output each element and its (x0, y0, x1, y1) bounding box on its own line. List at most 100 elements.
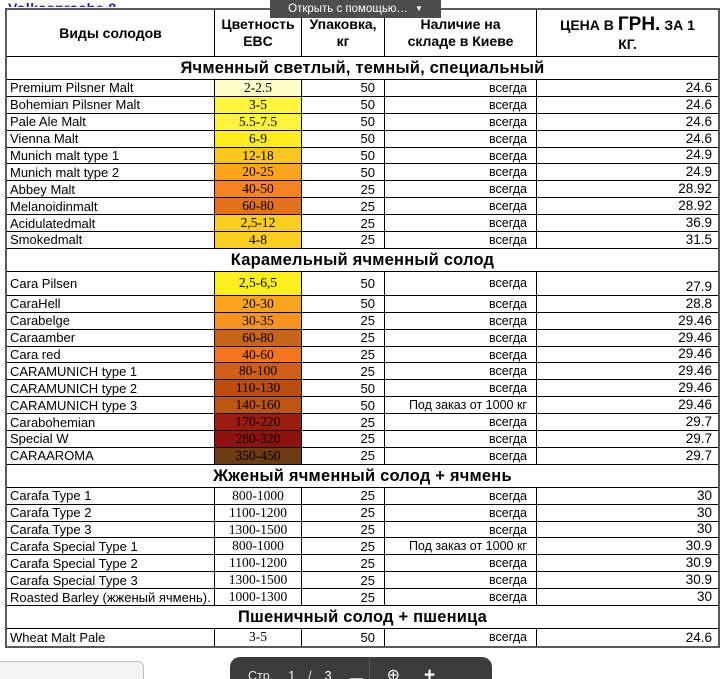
table-row: CaraHell 20-30 50 всегда 28.8 (7, 295, 718, 313)
price-cell: 28.92 (537, 181, 718, 197)
ebc-color-cell: 110-130 (215, 380, 302, 397)
page-separator: / (308, 669, 312, 679)
malt-name-cell: Melanoidinmalt (7, 198, 215, 215)
malt-name: CARAAROMA (10, 448, 94, 464)
malt-name-cell: Munich malt type 1 (7, 147, 215, 164)
price-value: 28.92 (678, 181, 712, 197)
stock-cell: Под заказ от 1000 кг (385, 397, 537, 414)
price-value: 27.9 (685, 278, 712, 294)
packaging-cell: 50 (302, 397, 385, 414)
stock-cell: всегда (385, 113, 537, 130)
price-cell: 24.6 (537, 114, 718, 130)
malt-name: Special W (10, 431, 69, 447)
stock-cell: всегда (385, 130, 537, 147)
pack-value: 50 (360, 97, 375, 113)
price-cell: 29.46 (537, 380, 718, 396)
price-value: 24.6 (685, 96, 712, 112)
stock-value: всегда (489, 364, 527, 379)
ebc-color-cell: 30-35 (215, 312, 302, 329)
open-with-button[interactable]: Открыть с помощью… ▼ (270, 0, 441, 18)
stock-cell: всегда (385, 363, 537, 380)
stock-value: всегда (489, 431, 527, 446)
malt-name: Bohemian Pilsner Malt (10, 97, 141, 113)
stock-value: всегда (489, 330, 527, 345)
malt-name: Caraamber (10, 330, 76, 346)
malt-name-cell: Bohemian Pilsner Malt (7, 96, 215, 113)
pack-value: 50 (360, 148, 375, 163)
table-row: Carabelge 30-35 25 всегда 29.46 (7, 312, 718, 330)
table-row: Melanoidinmalt 60-80 25 всегда 28.92 (7, 198, 718, 216)
zoom-reset-icon[interactable]: ⊕ (386, 666, 400, 679)
stock-value: Под заказ от 1000 кг (408, 398, 527, 413)
malt-name-cell: Vienna Malt (7, 130, 215, 147)
malt-name: Munich malt type 1 (10, 148, 120, 163)
ebc-value: 4-8 (249, 232, 267, 247)
malt-name-cell: Carafa Type 2 (7, 504, 215, 521)
price-cell: 30 (537, 589, 718, 605)
pdf-viewer-toolbar: Стр. 1 / 3 ⊕ + (230, 657, 492, 679)
ebc-color-cell: 20-25 (215, 164, 302, 181)
malt-name-cell: Cara red (7, 346, 215, 363)
ebc-color-cell: 6-9 (215, 130, 302, 147)
price-cell: 24.6 (537, 629, 718, 646)
col-header-stock: Наличие на складе в Киеве (385, 10, 537, 56)
table-row: Special W 280-320 25 всегда 29.7 (7, 431, 718, 448)
malt-name: Cara Pilsen (10, 275, 78, 291)
malt-name-cell: Carafa Type 3 (7, 521, 215, 538)
malt-name: CARAMUNICH type 3 (10, 397, 138, 413)
price-value: 29.7 (685, 447, 712, 463)
packaging-cell: 25 (302, 538, 385, 555)
ebc-value: 60-80 (242, 198, 274, 214)
status-tooltip (0, 661, 144, 679)
malt-name: Smokedmalt (10, 232, 83, 248)
price-value: 30 (696, 589, 712, 605)
packaging-cell: 25 (302, 346, 385, 363)
malt-name: CaraHell (10, 296, 61, 312)
malt-name: Carafa Type 1 (10, 488, 92, 504)
ebc-value: 280-320 (235, 431, 281, 446)
ebc-color-cell: 800-1000 (215, 487, 302, 504)
ebc-value: 140-160 (235, 397, 281, 413)
price-value: 29.7 (685, 431, 712, 446)
ebc-color-cell: 800-1000 (215, 538, 302, 555)
price-cell: 36.9 (537, 215, 718, 231)
section-header-row: Ячменный светлый, темный, специальный (7, 57, 718, 80)
stock-value: всегда (489, 505, 527, 520)
document-link[interactable]: Volkssprache 8 (8, 0, 117, 7)
stock-value: всегда (489, 381, 527, 396)
malt-name-cell: Munich malt type 2 (7, 164, 215, 181)
stock-cell: всегда (385, 329, 537, 346)
ebc-value: 1300-1500 (228, 572, 288, 588)
section-title: Карамельный ячменный солод (230, 250, 495, 269)
price-value: 30.9 (685, 538, 712, 554)
price-value: 29.46 (678, 363, 712, 379)
malt-name-cell: Carafa Special Type 3 (7, 572, 215, 589)
table-row: CARAMUNICH type 3 140-160 50 Под заказ о… (7, 397, 718, 415)
table-row: Cara Pilsen 2,5-6,5 50 всегда 27.9 (7, 271, 718, 296)
stock-cell: всегда (385, 232, 537, 248)
ebc-value: 40-50 (242, 181, 274, 197)
stock-cell: всегда (385, 346, 537, 363)
zoom-in-icon[interactable]: + (423, 665, 436, 679)
table-row: Carabohemian 170-220 25 всегда 29.7 (7, 414, 718, 432)
toolbar-divider (369, 657, 370, 679)
stock-value: всегда (489, 630, 527, 645)
table-row: Pale Ale Malt 5.5-7.5 50 всегда 24.6 (7, 113, 718, 131)
price-value: 24.6 (685, 130, 712, 146)
table-header-row: Виды солодов Цветность EBC Упаковка, кг … (7, 10, 718, 57)
stock-value: всегда (489, 276, 527, 291)
price-value: 24.6 (685, 80, 712, 95)
current-page-input[interactable]: 1 (288, 669, 296, 679)
table-row: Carafa Special Type 2 1100-1200 25 всегд… (7, 555, 718, 573)
table-row: Smokedmalt 4-8 25 всегда 31.5 (7, 232, 718, 249)
price-cell: 29.7 (537, 414, 718, 430)
stock-cell: всегда (385, 589, 537, 606)
price-value: 28.92 (678, 198, 712, 214)
packaging-cell: 50 (302, 113, 385, 130)
pack-value: 25 (360, 198, 375, 214)
ebc-value: 1000-1300 (228, 589, 288, 605)
zoom-out-icon[interactable] (349, 677, 363, 679)
ebc-color-cell: 5.5-7.5 (215, 113, 302, 130)
pack-value: 25 (360, 363, 375, 379)
malt-name: Pale Ale Malt (10, 114, 86, 130)
